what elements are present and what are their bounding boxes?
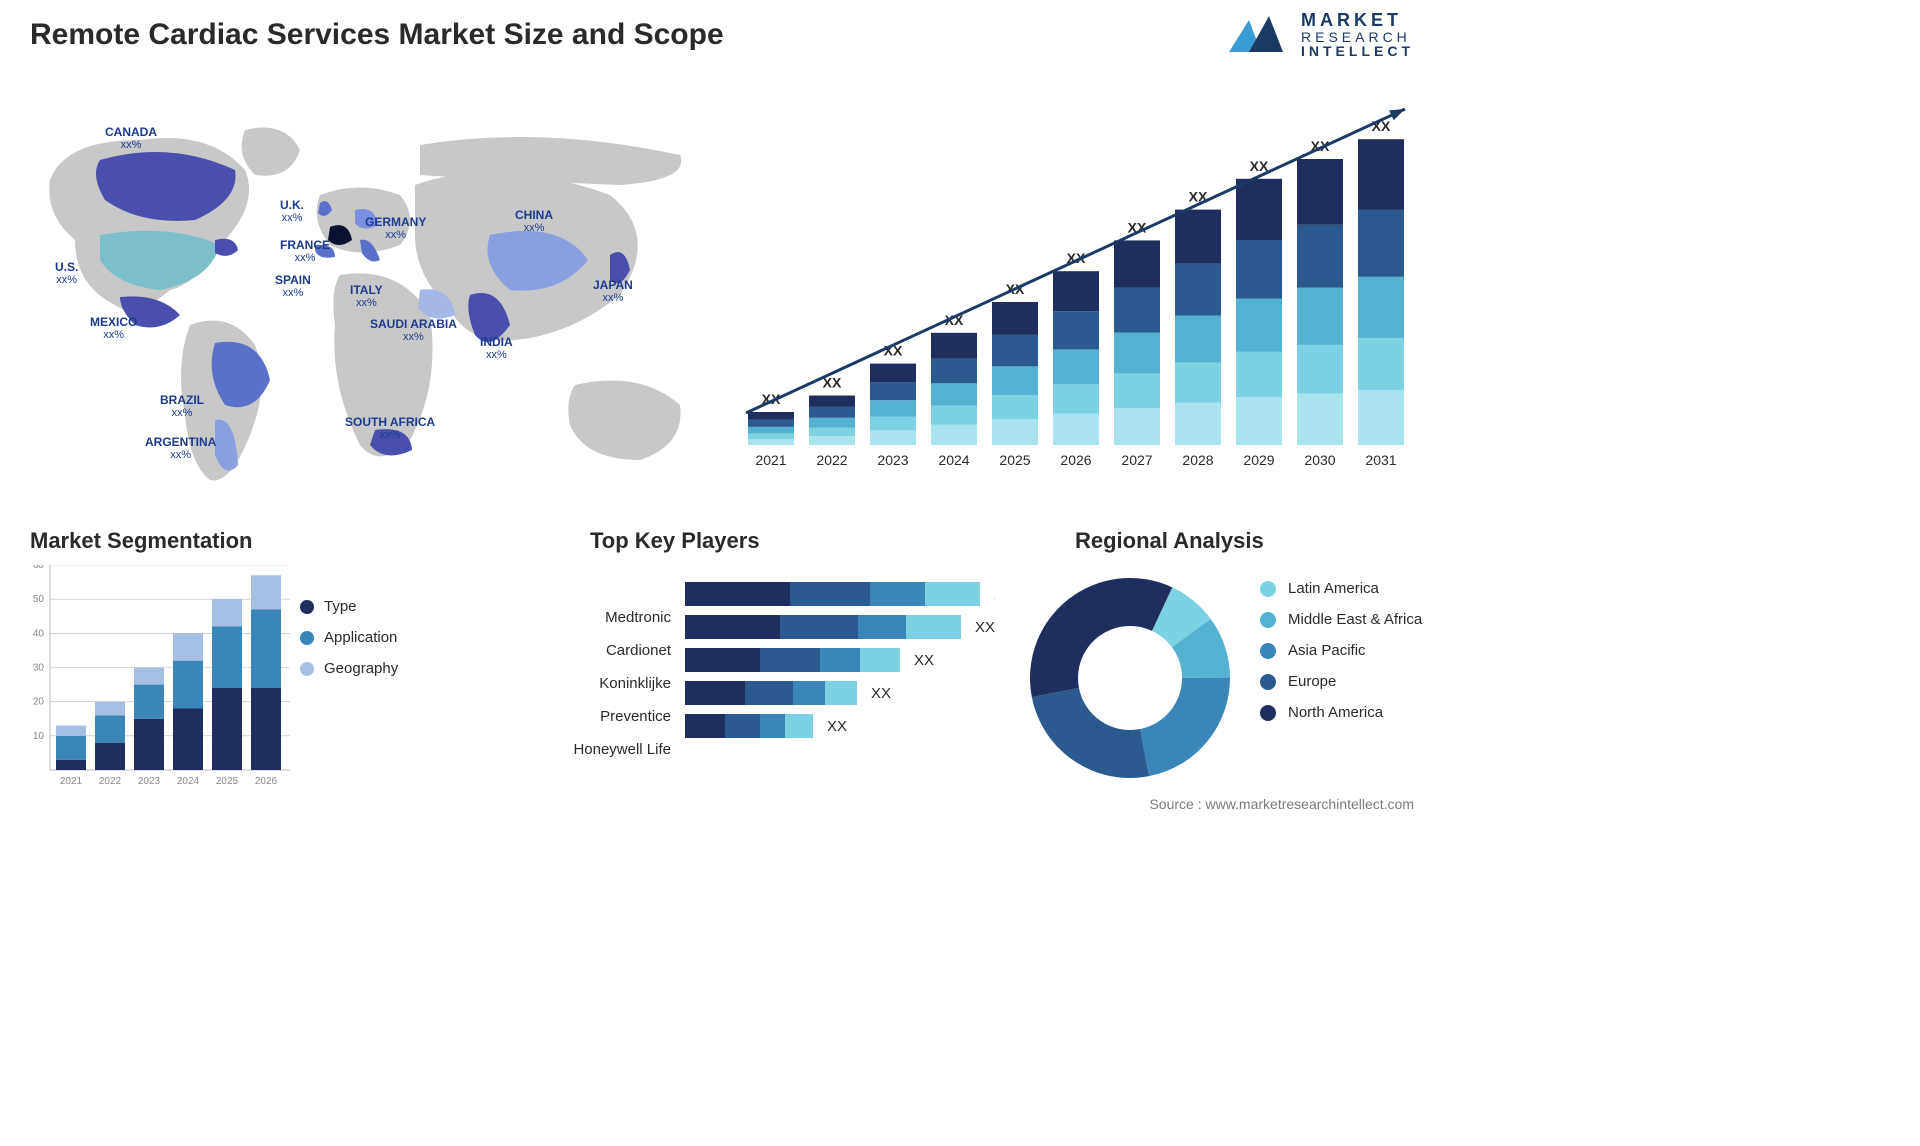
svg-text:XX: XX — [914, 652, 934, 669]
svg-text:2029: 2029 — [1243, 452, 1274, 468]
svg-text:XX: XX — [871, 685, 891, 702]
svg-text:2023: 2023 — [877, 452, 908, 468]
svg-text:Preventice: Preventice — [600, 708, 671, 725]
map-label-france: FRANCExx% — [280, 238, 330, 266]
logo-icon — [1221, 10, 1291, 60]
source-text: Source : www.marketresearchintellect.com — [1149, 796, 1414, 812]
svg-text:2022: 2022 — [99, 776, 122, 787]
page-title: Remote Cardiac Services Market Size and … — [30, 18, 724, 52]
logo-line2: RESEARCH — [1301, 30, 1414, 45]
svg-text:30: 30 — [33, 663, 45, 674]
svg-text:2024: 2024 — [177, 776, 200, 787]
map-label-mexico: MEXICOxx% — [90, 315, 137, 343]
map-label-brazil: BRAZILxx% — [160, 393, 204, 421]
svg-text:XX: XX — [1250, 158, 1269, 174]
svg-text:2027: 2027 — [1121, 452, 1152, 468]
map-label-spain: SPAINxx% — [275, 273, 311, 301]
map-label-saudiarabia: SAUDI ARABIAxx% — [370, 317, 457, 345]
map-label-germany: GERMANYxx% — [365, 215, 426, 243]
svg-text:2021: 2021 — [755, 452, 786, 468]
svg-text:2021: 2021 — [60, 776, 83, 787]
svg-text:60: 60 — [33, 565, 45, 571]
logo-line3: INTELLECT — [1301, 44, 1414, 59]
regional-donut-chart — [1020, 568, 1240, 788]
svg-text:10: 10 — [33, 731, 45, 742]
seg-legend-geography: Geography — [300, 660, 398, 677]
svg-text:XX: XX — [827, 718, 847, 735]
map-label-southafrica: SOUTH AFRICAxx% — [345, 415, 435, 443]
map-label-argentina: ARGENTINAxx% — [145, 435, 216, 463]
regional-analysis-title: Regional Analysis — [1075, 528, 1264, 554]
map-label-india: INDIAxx% — [480, 335, 513, 363]
map-label-italy: ITALYxx% — [350, 283, 383, 311]
reg-legend-latin-america: Latin America — [1260, 580, 1422, 597]
svg-text:2028: 2028 — [1182, 452, 1213, 468]
logo-line1: MARKET — [1301, 11, 1414, 30]
svg-text:2024: 2024 — [938, 452, 969, 468]
seg-legend-type: Type — [300, 598, 398, 615]
svg-text:Cardionet: Cardionet — [606, 642, 672, 659]
svg-text:2025: 2025 — [216, 776, 239, 787]
svg-text:2022: 2022 — [816, 452, 847, 468]
reg-legend-europe: Europe — [1260, 673, 1422, 690]
svg-text:2030: 2030 — [1304, 452, 1335, 468]
world-map: CANADAxx% U.S.xx% MEXICOxx% BRAZILxx% ARGENT… — [20, 85, 720, 495]
reg-legend-asia-pacific: Asia Pacific — [1260, 642, 1422, 659]
forecast-bar-chart: XX2021XX2022XX2023XX2024XX2025XX2026XX20… — [740, 95, 1420, 475]
svg-text:50: 50 — [33, 594, 45, 605]
svg-text:2031: 2031 — [1365, 452, 1396, 468]
svg-text:2026: 2026 — [1060, 452, 1091, 468]
segmentation-title: Market Segmentation — [30, 528, 253, 554]
svg-text:2026: 2026 — [255, 776, 278, 787]
top-key-players-chart: XX Medtronic XX Cardionet XX Koninklijke XX Pre… — [555, 570, 995, 790]
svg-text:XX: XX — [975, 619, 995, 636]
svg-text:20: 20 — [33, 697, 45, 708]
svg-text:Medtronic: Medtronic — [605, 609, 671, 626]
map-label-uk: U.K.xx% — [280, 198, 304, 226]
svg-text:Koninklijke: Koninklijke — [599, 675, 671, 692]
map-label-japan: JAPANxx% — [593, 278, 633, 306]
segmentation-legend: Type Application Geography — [300, 598, 398, 691]
map-label-china: CHINAxx% — [515, 208, 553, 236]
svg-text:2023: 2023 — [138, 776, 161, 787]
reg-legend-north-america: North America — [1260, 704, 1422, 721]
reg-legend-middle-east---africa: Middle East & Africa — [1260, 611, 1422, 628]
seg-legend-application: Application — [300, 629, 398, 646]
map-label-us: U.S.xx% — [55, 260, 78, 288]
svg-text:40: 40 — [33, 628, 45, 639]
map-label-canada: CANADAxx% — [105, 125, 157, 153]
svg-text:2025: 2025 — [999, 452, 1030, 468]
regional-legend: Latin America Middle East & Africa Asia Pa… — [1260, 580, 1422, 735]
top-key-players-title: Top Key Players — [590, 528, 760, 554]
svg-text:XX: XX — [994, 586, 995, 603]
svg-text:Honeywell Life: Honeywell Life — [573, 741, 671, 758]
brand-logo: MARKET RESEARCH INTELLECT — [1221, 10, 1414, 60]
